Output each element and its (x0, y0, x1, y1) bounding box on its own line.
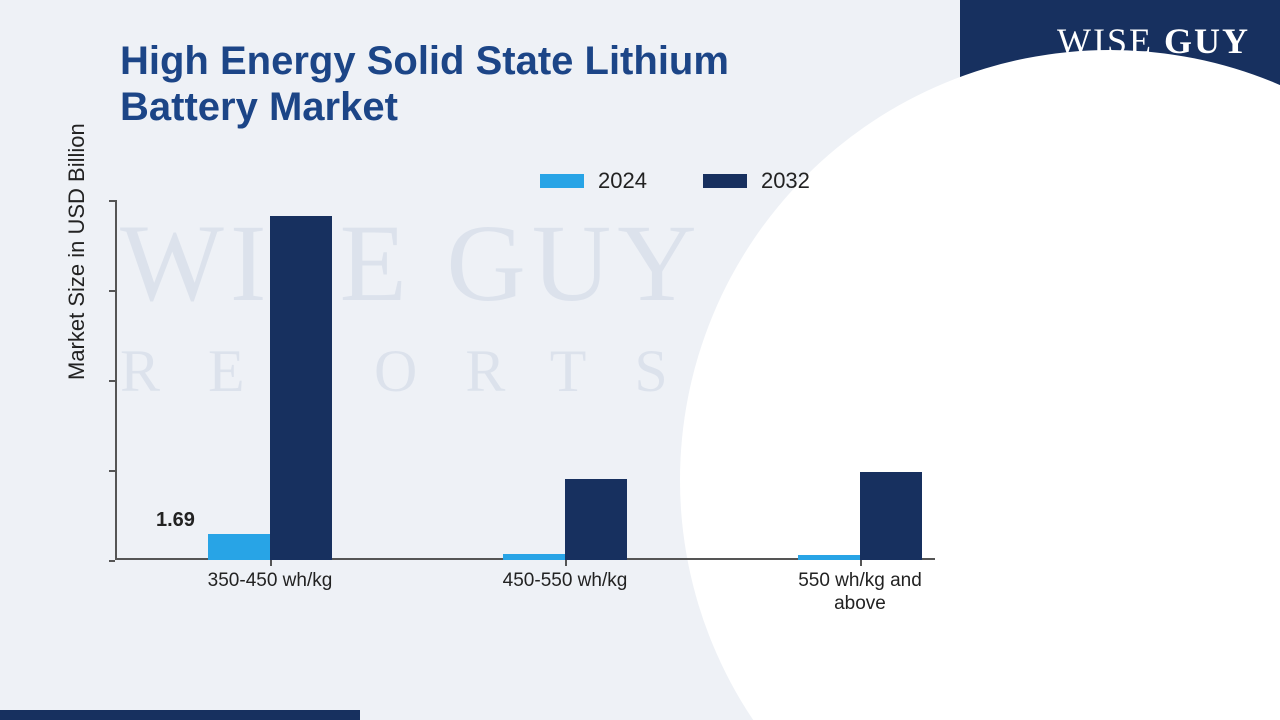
chart-title: High Energy Solid State Lithium Battery … (120, 38, 770, 130)
bar (798, 555, 860, 560)
brand-logo: WISE GUY REPORTS (1057, 20, 1250, 76)
bottom-accent-bar (0, 710, 360, 720)
bar (270, 216, 332, 560)
infographic-stage: WISE GUY REPORTS High Energy Solid State… (0, 0, 1280, 720)
category-label: 350-450 wh/kg (200, 570, 340, 593)
y-axis-label: Market Size in USD Billion (64, 123, 90, 380)
legend: 2024 2032 (540, 168, 810, 194)
x-tick (860, 560, 862, 566)
bar (208, 534, 270, 560)
brand-guy: GUY (1164, 21, 1250, 61)
brand-wise: WISE (1057, 21, 1153, 61)
category-label: 450-550 wh/kg (495, 570, 635, 593)
legend-label-2032: 2032 (761, 168, 810, 194)
legend-label-2024: 2024 (598, 168, 647, 194)
y-tick (109, 470, 115, 472)
x-tick (270, 560, 272, 566)
legend-swatch-2024 (540, 174, 584, 188)
y-tick (109, 290, 115, 292)
bar (860, 472, 922, 560)
bar (565, 479, 627, 560)
bar (503, 554, 565, 560)
y-tick (109, 380, 115, 382)
legend-swatch-2032 (703, 174, 747, 188)
y-axis (115, 200, 117, 560)
x-tick (565, 560, 567, 566)
legend-item-2024: 2024 (540, 168, 647, 194)
brand-logo-top: WISE GUY (1057, 20, 1250, 62)
y-tick (109, 560, 115, 562)
brand-logo-sub: REPORTS (1057, 60, 1250, 76)
data-label: 1.69 (156, 509, 195, 532)
y-tick (109, 200, 115, 202)
legend-item-2032: 2032 (703, 168, 810, 194)
plot-area: 350-450 wh/kg1.69450-550 wh/kg550 wh/kg … (115, 200, 935, 560)
category-label: 550 wh/kg and above (790, 570, 930, 616)
